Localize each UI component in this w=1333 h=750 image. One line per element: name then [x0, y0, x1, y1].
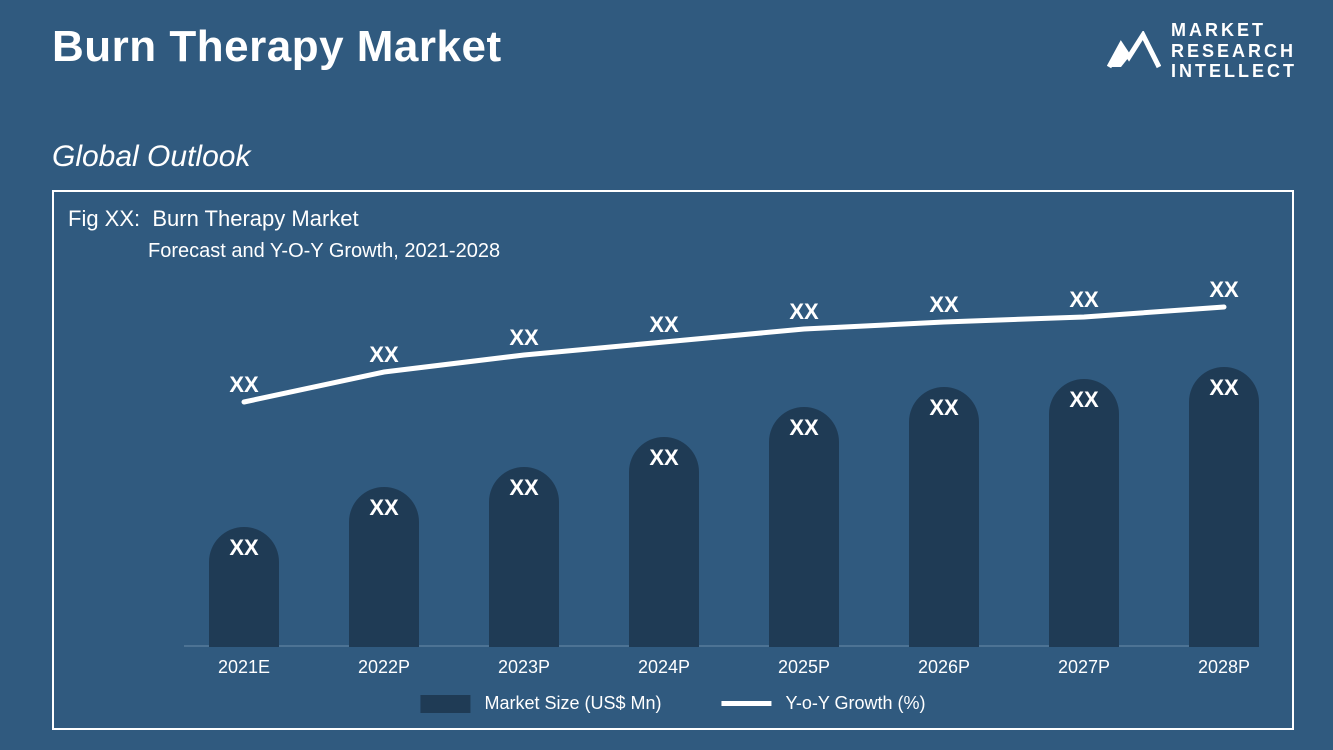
- line-value-label: XX: [649, 312, 678, 338]
- bar-value-label: XX: [1069, 387, 1098, 413]
- brand-logo: MARKET RESEARCH INTELLECT: [1107, 20, 1297, 82]
- chart-bar: XX: [909, 387, 979, 647]
- line-value-label: XX: [789, 299, 818, 325]
- figure-description: Forecast and Y-O-Y Growth, 2021-2028: [148, 240, 500, 263]
- bar-value-label: XX: [649, 445, 678, 471]
- line-value-label: XX: [929, 292, 958, 318]
- x-tick-label: 2028P: [1198, 657, 1250, 678]
- page-subtitle: Global Outlook: [52, 140, 250, 174]
- legend-item-bar: Market Size (US$ Mn): [420, 693, 661, 714]
- bar-value-label: XX: [229, 535, 258, 561]
- line-value-label: XX: [509, 325, 538, 351]
- x-axis-labels: 2021E 2022P 2023P 2024P 2025P 2026P 2027P 2028P: [184, 657, 1254, 687]
- chart-bar: XX: [489, 467, 559, 647]
- bar-swatch-icon: [420, 695, 470, 713]
- logo-text: MARKET RESEARCH INTELLECT: [1171, 20, 1297, 82]
- plot-area: XX XX XX XX XX XX XX XX XX XX XX XX XX XX XX XX: [184, 277, 1254, 647]
- logo-icon: [1107, 31, 1161, 71]
- chart-container: Fig XX: Burn Therapy Market Forecast and…: [52, 190, 1294, 730]
- logo-line2: RESEARCH: [1171, 41, 1297, 62]
- chart-bar: XX: [209, 527, 279, 647]
- logo-line1: MARKET: [1171, 20, 1297, 41]
- chart-bar: XX: [629, 437, 699, 647]
- logo-line3: INTELLECT: [1171, 61, 1297, 82]
- bar-value-label: XX: [509, 475, 538, 501]
- bar-value-label: XX: [1209, 375, 1238, 401]
- figure-header: Fig XX: Burn Therapy Market: [68, 206, 359, 232]
- bar-value-label: XX: [789, 415, 818, 441]
- x-tick-label: 2027P: [1058, 657, 1110, 678]
- line-value-label: XX: [1209, 277, 1238, 303]
- x-tick-label: 2026P: [918, 657, 970, 678]
- chart-bar: XX: [349, 487, 419, 647]
- figure-prefix: Fig XX:: [68, 206, 140, 231]
- legend-bar-label: Market Size (US$ Mn): [484, 693, 661, 714]
- bar-value-label: XX: [369, 495, 398, 521]
- x-tick-label: 2025P: [778, 657, 830, 678]
- legend: Market Size (US$ Mn) Y-o-Y Growth (%): [420, 693, 925, 714]
- figure-name: Burn Therapy Market: [152, 206, 358, 231]
- x-tick-label: 2022P: [358, 657, 410, 678]
- legend-item-line: Y-o-Y Growth (%): [722, 693, 926, 714]
- line-value-label: XX: [369, 342, 398, 368]
- x-tick-label: 2023P: [498, 657, 550, 678]
- line-value-label: XX: [229, 372, 258, 398]
- legend-line-label: Y-o-Y Growth (%): [786, 693, 926, 714]
- chart-bar: XX: [1189, 367, 1259, 647]
- x-tick-label: 2021E: [218, 657, 270, 678]
- line-value-label: XX: [1069, 287, 1098, 313]
- page-title: Burn Therapy Market: [52, 22, 502, 72]
- x-tick-label: 2024P: [638, 657, 690, 678]
- bar-value-label: XX: [929, 395, 958, 421]
- chart-bar: XX: [1049, 379, 1119, 647]
- chart-bar: XX: [769, 407, 839, 647]
- line-swatch-icon: [722, 701, 772, 706]
